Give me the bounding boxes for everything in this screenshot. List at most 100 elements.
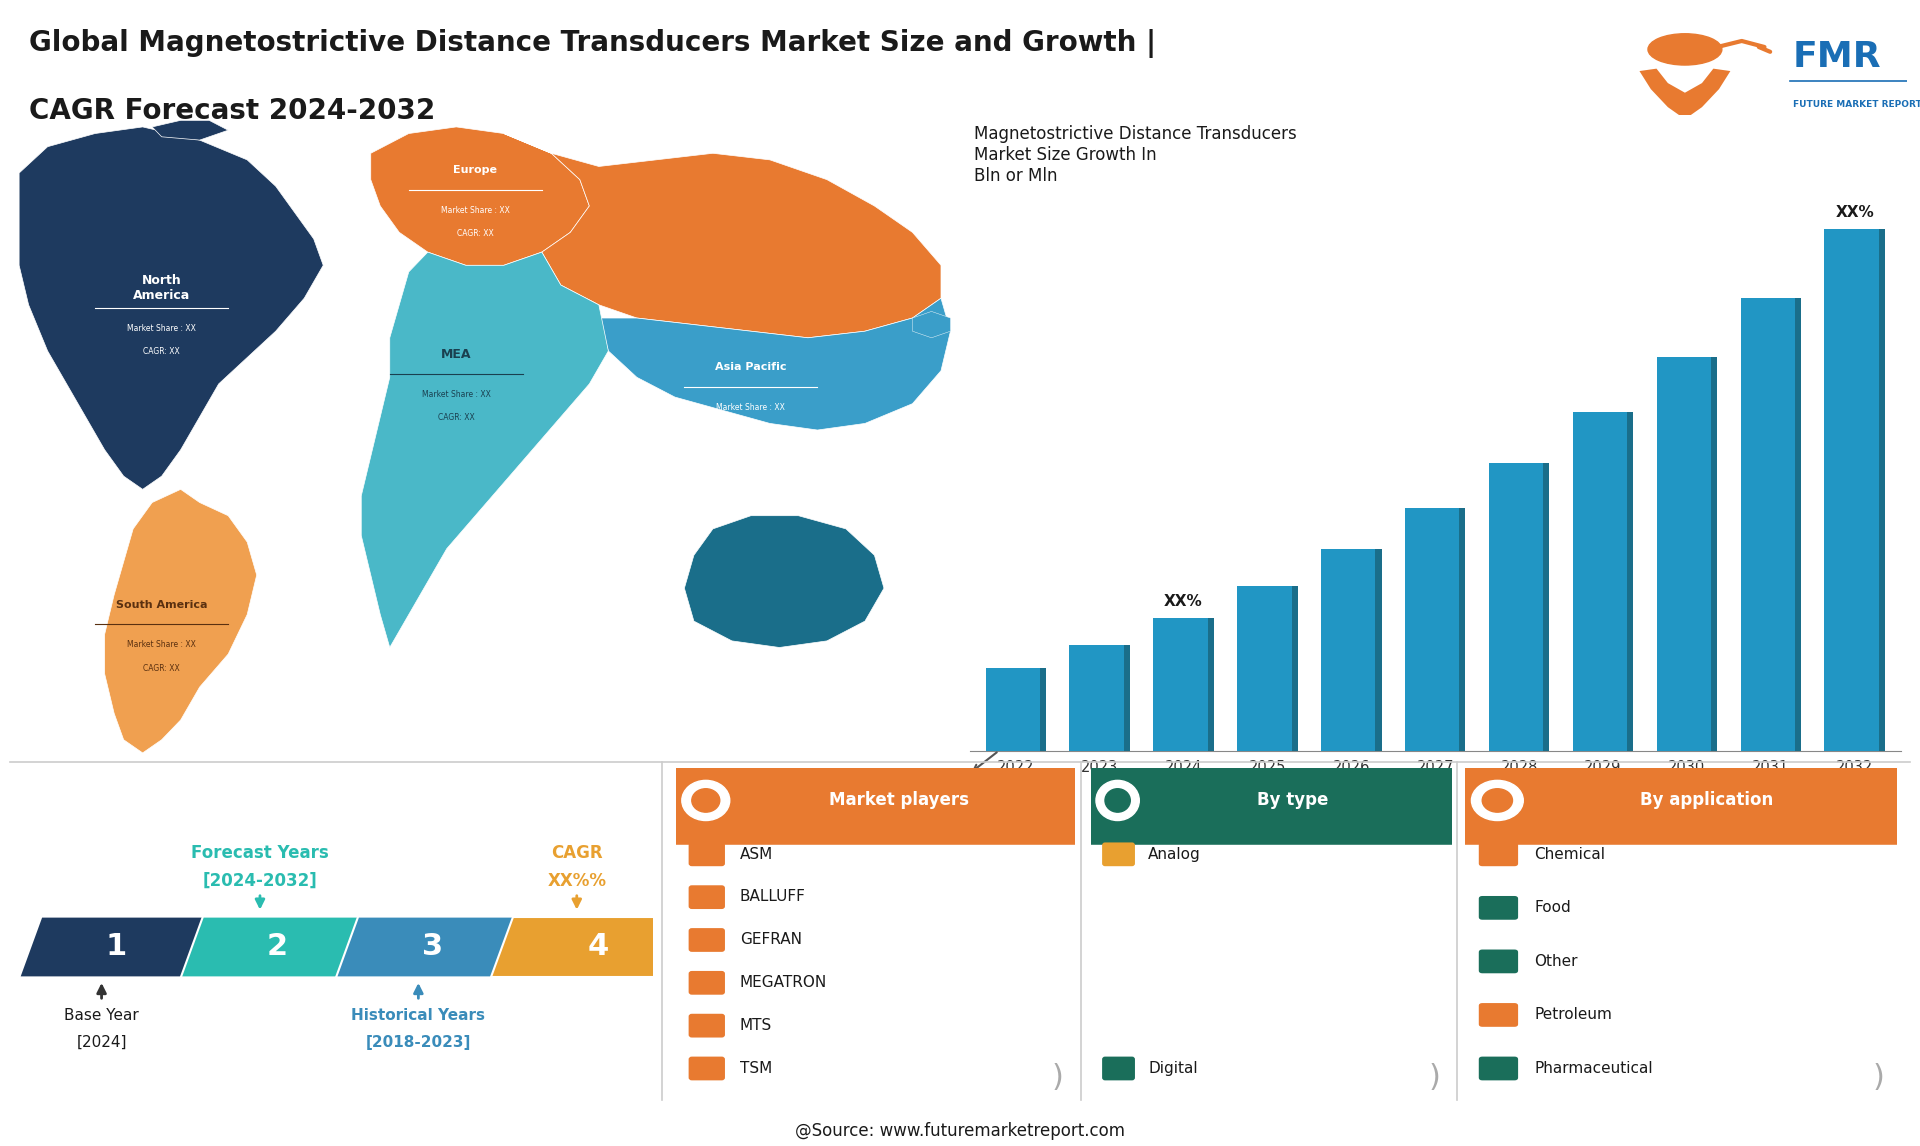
Text: 3: 3 [422,933,444,961]
Polygon shape [104,489,257,753]
Text: MEA: MEA [442,347,472,361]
FancyBboxPatch shape [1626,413,1634,751]
FancyBboxPatch shape [657,756,1094,845]
Text: Digital: Digital [1148,1061,1198,1076]
FancyBboxPatch shape [1478,896,1519,920]
Text: [2024-2032]: [2024-2032] [204,871,317,889]
Text: South America: South America [115,599,207,610]
FancyBboxPatch shape [689,885,726,909]
FancyBboxPatch shape [1478,842,1519,866]
FancyBboxPatch shape [1292,586,1298,751]
Polygon shape [361,252,609,647]
FancyBboxPatch shape [1083,829,1459,1106]
FancyBboxPatch shape [1123,645,1129,751]
Text: GEFRAN: GEFRAN [739,933,803,948]
FancyBboxPatch shape [1478,950,1519,973]
Polygon shape [152,120,228,140]
Bar [1236,586,1298,751]
Polygon shape [1640,69,1730,119]
Polygon shape [336,917,530,978]
FancyBboxPatch shape [689,1057,726,1081]
Text: Base Year: Base Year [63,1007,138,1023]
Polygon shape [19,917,213,978]
FancyBboxPatch shape [668,829,1083,1106]
Text: ): ) [1052,1063,1064,1092]
Text: CAGR: XX: CAGR: XX [457,229,493,237]
Text: Historical Years: Historical Years [351,1007,486,1023]
Text: Chemical: Chemical [1534,847,1605,862]
Text: Food: Food [1534,901,1571,916]
Text: Pharmaceutical: Pharmaceutical [1534,1061,1653,1076]
Circle shape [1096,780,1139,821]
FancyBboxPatch shape [1073,756,1469,845]
Text: By type: By type [1258,791,1329,809]
Text: FUTURE MARKET REPORT: FUTURE MARKET REPORT [1793,100,1920,109]
Text: Global Magnetostrictive Distance Transducers Market Size and Growth |: Global Magnetostrictive Distance Transdu… [29,29,1156,57]
Text: Market Share : XX: Market Share : XX [442,205,509,214]
Text: Other: Other [1534,953,1578,968]
Bar [1657,358,1716,751]
FancyBboxPatch shape [1544,463,1549,751]
Text: Market players: Market players [829,791,970,809]
FancyBboxPatch shape [1795,298,1801,751]
Text: CAGR: XX: CAGR: XX [733,426,770,435]
Text: Asia Pacific: Asia Pacific [714,362,787,372]
Bar [1824,229,1885,751]
Bar [1741,298,1801,751]
Polygon shape [19,127,323,489]
FancyBboxPatch shape [1444,756,1918,845]
FancyBboxPatch shape [1102,842,1135,866]
Circle shape [1482,788,1513,813]
Polygon shape [503,133,941,338]
FancyBboxPatch shape [689,971,726,995]
Circle shape [691,788,720,813]
Polygon shape [684,516,883,647]
Text: CAGR: XX: CAGR: XX [144,664,180,673]
Text: [2024]: [2024] [77,1035,127,1050]
Polygon shape [912,312,950,338]
Circle shape [682,780,730,821]
Bar [985,668,1046,751]
FancyBboxPatch shape [689,928,726,952]
Bar [1405,509,1465,751]
FancyBboxPatch shape [1208,618,1213,751]
Text: @Source: www.futuremarketreport.com: @Source: www.futuremarketreport.com [795,1122,1125,1140]
Text: [2018-2023]: [2018-2023] [365,1035,470,1050]
Text: Market Share : XX: Market Share : XX [127,641,196,650]
Polygon shape [371,127,589,265]
Text: Forecast Years: Forecast Years [192,845,328,863]
FancyBboxPatch shape [1102,1057,1135,1081]
FancyBboxPatch shape [1455,829,1905,1106]
Polygon shape [180,917,374,978]
Text: By application: By application [1640,791,1774,809]
Text: CAGR: CAGR [551,845,603,863]
Circle shape [1471,780,1523,821]
Polygon shape [599,298,950,430]
Text: ): ) [1872,1063,1884,1092]
FancyBboxPatch shape [1478,1057,1519,1081]
FancyBboxPatch shape [689,1014,726,1037]
Text: ASM: ASM [739,847,774,862]
Text: MTS: MTS [739,1018,772,1033]
Bar [1154,618,1213,751]
Text: XX%: XX% [1164,594,1204,609]
Text: TSM: TSM [739,1061,772,1076]
FancyBboxPatch shape [1375,549,1382,751]
Text: CAGR: XX: CAGR: XX [144,347,180,356]
Text: Petroleum: Petroleum [1534,1007,1613,1022]
Bar [1321,549,1382,751]
Text: Market Share : XX: Market Share : XX [716,403,785,413]
Text: Europe: Europe [453,165,497,174]
Polygon shape [492,917,693,978]
Circle shape [1647,33,1722,65]
Text: Analog: Analog [1148,847,1202,862]
Text: CAGR: XX: CAGR: XX [438,414,474,422]
Text: North
America: North America [132,274,190,303]
Bar [1572,413,1634,751]
FancyBboxPatch shape [689,842,726,866]
Text: Magnetostrictive Distance Transducers
Market Size Growth In
Bln or Mln: Magnetostrictive Distance Transducers Ma… [973,125,1296,185]
Text: ): ) [1428,1063,1440,1092]
Circle shape [1106,788,1131,813]
Bar [1069,645,1129,751]
Text: XX%: XX% [1836,205,1874,220]
